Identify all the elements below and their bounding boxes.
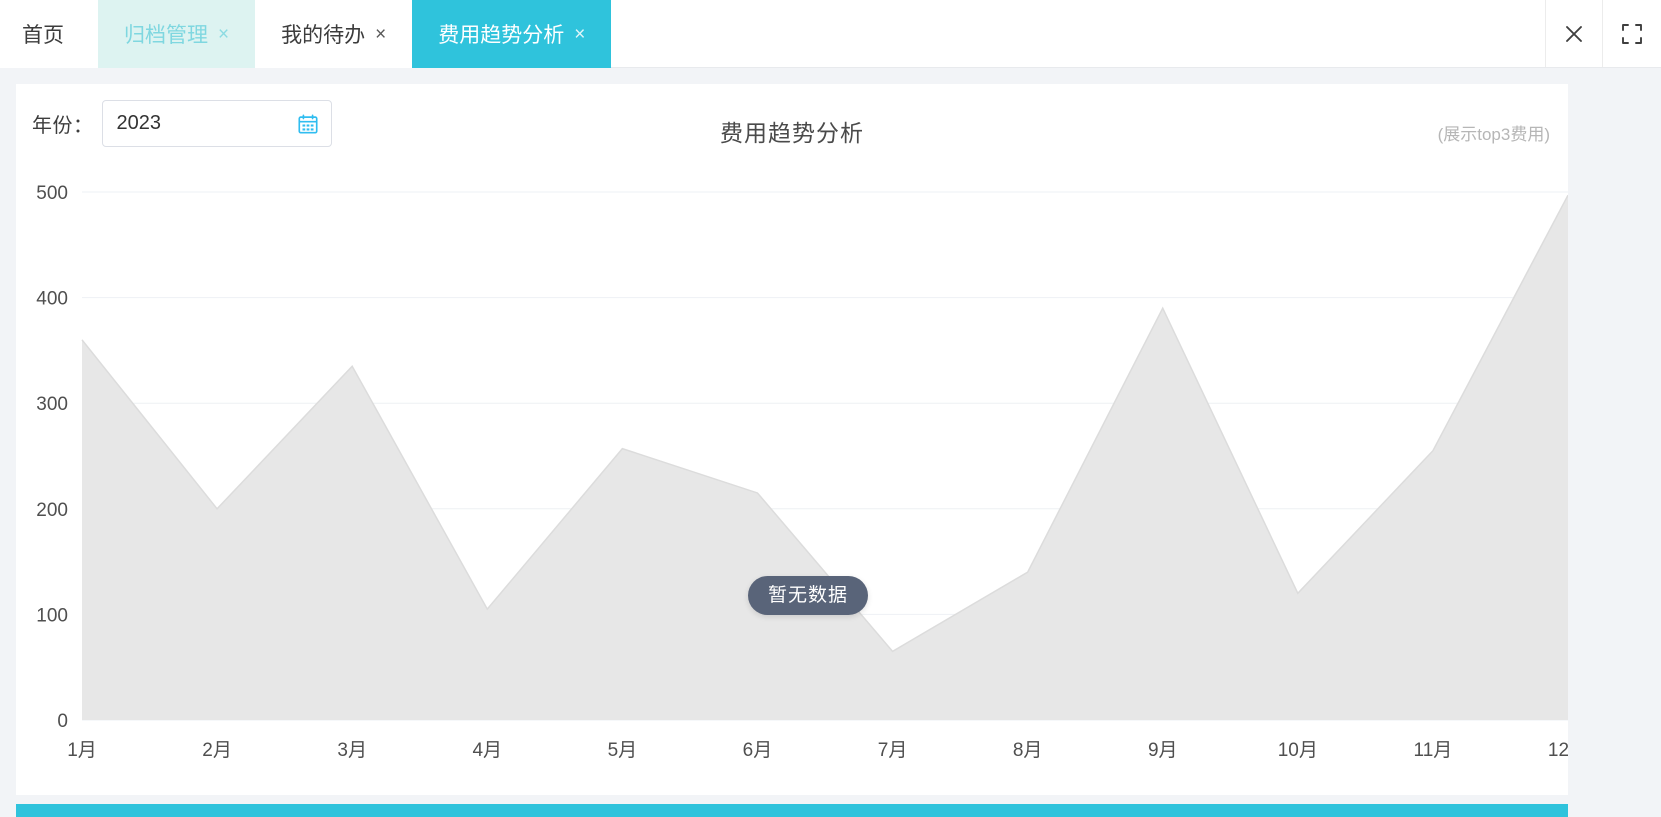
chart-x-axis-labels: 1月 2月 3月 4月 5月 6月 7月 8月 9月 10月 11月 12月	[67, 740, 1568, 761]
svg-text:300: 300	[36, 394, 68, 415]
fullscreen-button[interactable]	[1603, 0, 1661, 67]
chart-canvas: 0 100 200 300 400 500 1月 2月 3月 4月 5月 6月 7月 8月 9月 10月 11…	[36, 183, 1568, 761]
tab-bar: 首页 归档管理 × 我的待办 × 费用趋势分析 ×	[0, 0, 1661, 68]
tab-my-todo-close-icon[interactable]: ×	[375, 23, 387, 45]
svg-text:200: 200	[36, 500, 68, 521]
tab-home-label: 首页	[22, 24, 64, 47]
chart-area-series	[81, 194, 1568, 721]
tab-expense-trend-analysis-label: 费用趋势分析	[438, 24, 565, 47]
svg-text:6月: 6月	[743, 740, 773, 761]
tab-bar-spacer	[611, 0, 1545, 67]
expense-trend-panel: 年份：	[16, 84, 1568, 795]
close-tab-button[interactable]	[1545, 0, 1603, 67]
tab-archive-management[interactable]: 归档管理 ×	[98, 0, 256, 68]
svg-text:7月: 7月	[878, 740, 908, 761]
panel-header: 年份：	[16, 84, 1568, 172]
year-label: 年份：	[32, 115, 94, 137]
svg-text:9月: 9月	[1148, 740, 1178, 761]
close-icon	[1561, 21, 1587, 47]
svg-text:5月: 5月	[608, 740, 638, 761]
tab-expense-trend-analysis-close-icon[interactable]: ×	[574, 23, 586, 45]
page-title: 费用趋势分析	[720, 120, 864, 146]
svg-text:12月: 12月	[1548, 740, 1568, 761]
tab-home[interactable]: 首页	[0, 0, 98, 68]
tab-my-todo[interactable]: 我的待办 ×	[255, 0, 413, 68]
svg-text:8月: 8月	[1013, 740, 1043, 761]
svg-text:4月: 4月	[472, 740, 502, 761]
svg-text:1月: 1月	[67, 740, 97, 761]
tab-my-todo-label: 我的待办	[281, 24, 366, 47]
bottom-accent-bar	[16, 804, 1568, 817]
year-input[interactable]	[102, 101, 331, 146]
year-filter: 年份：	[32, 100, 332, 147]
svg-text:2月: 2月	[202, 740, 232, 761]
tab-archive-management-label: 归档管理	[124, 24, 208, 47]
svg-text:11月: 11月	[1414, 740, 1453, 761]
window-actions	[1545, 0, 1661, 67]
chart-y-axis-labels: 0 100 200 300 400 500	[36, 183, 68, 732]
tab-archive-management-close-icon[interactable]: ×	[218, 23, 230, 45]
svg-text:10月: 10月	[1278, 740, 1318, 761]
svg-text:400: 400	[36, 289, 68, 310]
no-data-toast: 暂无数据	[748, 576, 869, 615]
svg-text:100: 100	[36, 605, 68, 626]
expense-trend-chart[interactable]: 0 100 200 300 400 500 1月 2月 3月 4月 5月 6月 7月 8月 9月 10月 11…	[16, 172, 1568, 795]
fullscreen-icon	[1619, 21, 1645, 47]
svg-text:3月: 3月	[337, 740, 367, 761]
tab-expense-trend-analysis[interactable]: 费用趋势分析 ×	[412, 0, 612, 68]
svg-text:0: 0	[57, 711, 68, 732]
svg-text:500: 500	[36, 183, 68, 204]
year-input-wrapper[interactable]	[101, 100, 332, 147]
panel-note: (展示top3费用)	[1437, 125, 1550, 144]
calendar-icon[interactable]	[297, 113, 319, 135]
